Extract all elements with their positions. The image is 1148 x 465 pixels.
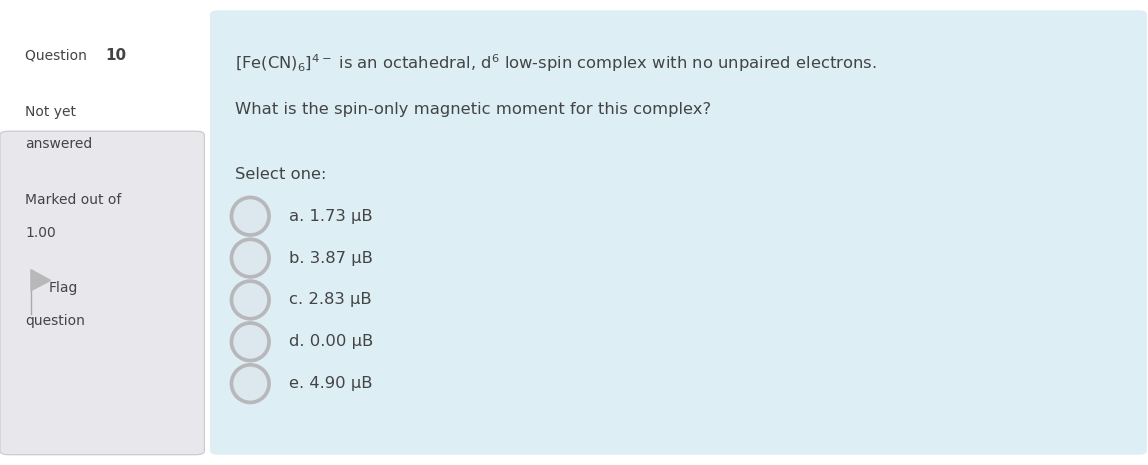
Text: Flag: Flag: [48, 281, 78, 295]
Text: What is the spin-only magnetic moment for this complex?: What is the spin-only magnetic moment fo…: [235, 102, 712, 117]
Text: Select one:: Select one:: [235, 167, 327, 182]
Text: 1.00: 1.00: [25, 226, 56, 239]
Ellipse shape: [233, 367, 267, 400]
FancyBboxPatch shape: [0, 131, 204, 455]
Text: $\mathregular{[Fe(CN)_6]^{4-}}$ is an octahedral, d$\mathregular{^6}$ low-spin c: $\mathregular{[Fe(CN)_6]^{4-}}$ is an oc…: [235, 52, 877, 73]
Ellipse shape: [230, 363, 271, 404]
Ellipse shape: [230, 321, 271, 362]
Ellipse shape: [230, 196, 271, 237]
Ellipse shape: [233, 199, 267, 233]
Text: a. 1.73 μB: a. 1.73 μB: [289, 209, 373, 224]
Ellipse shape: [233, 241, 267, 275]
FancyBboxPatch shape: [210, 10, 1147, 455]
Text: c. 2.83 μB: c. 2.83 μB: [289, 292, 372, 307]
Text: Not yet: Not yet: [25, 105, 76, 119]
Text: Question: Question: [25, 49, 92, 63]
Text: question: question: [25, 314, 85, 328]
Ellipse shape: [230, 238, 271, 279]
Text: d. 0.00 μB: d. 0.00 μB: [289, 334, 373, 349]
Text: e. 4.90 μB: e. 4.90 μB: [289, 376, 373, 391]
Text: 10: 10: [106, 48, 126, 63]
Text: Marked out of: Marked out of: [25, 193, 122, 207]
Ellipse shape: [233, 325, 267, 359]
Polygon shape: [31, 270, 51, 291]
Ellipse shape: [233, 283, 267, 317]
Text: b. 3.87 μB: b. 3.87 μB: [289, 251, 373, 266]
Text: answered: answered: [25, 137, 93, 151]
Ellipse shape: [230, 279, 271, 320]
